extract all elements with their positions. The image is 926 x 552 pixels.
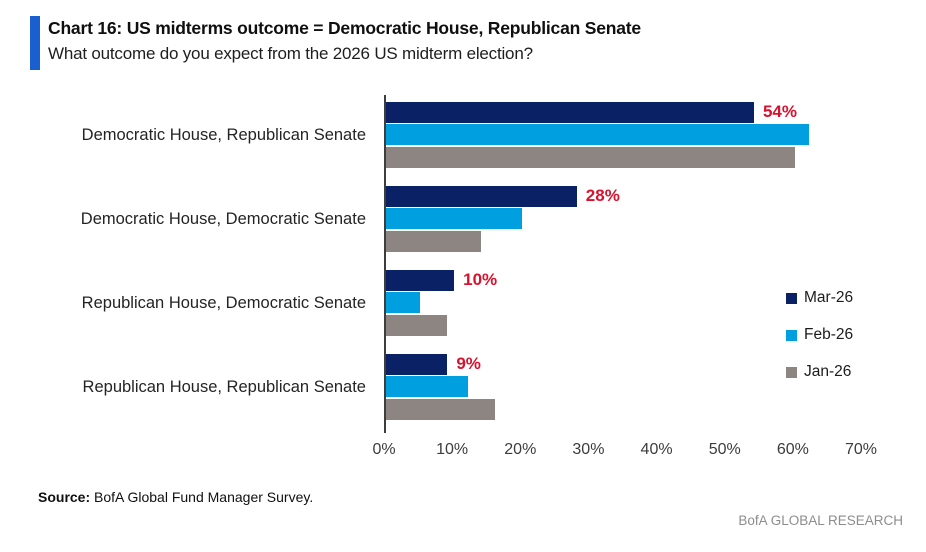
- source-label: Source:: [38, 489, 91, 505]
- x-tick-50: 50%: [708, 441, 741, 458]
- bar-mar-26-group-2: [386, 270, 455, 291]
- x-tick-10: 10%: [436, 441, 469, 458]
- bar-jan-26-group-2: [386, 315, 448, 336]
- title-accent-bar: [30, 16, 40, 70]
- data-label-2: 10%: [463, 270, 498, 289]
- bar-jan-26-group-0: [386, 147, 795, 168]
- chart-subtitle: What outcome do you expect from the 2026…: [48, 44, 533, 63]
- data-label-3: 9%: [456, 354, 481, 373]
- legend: Mar-26 Feb-26 Jan-26: [786, 286, 853, 397]
- chart-title: Chart 16: US midterms outcome = Democrat…: [48, 18, 641, 38]
- brand-mark: BofA GLOBAL RESEARCH: [738, 513, 903, 528]
- source-text: BofA Global Fund Manager Survey.: [90, 489, 314, 505]
- legend-swatch-feb-26: [786, 329, 797, 341]
- legend-label-mar-26: Mar-26: [804, 289, 854, 306]
- bar-feb-26-group-2: [386, 292, 421, 313]
- bar-jan-26-group-3: [386, 399, 495, 420]
- x-tick-60: 60%: [776, 441, 809, 458]
- legend-swatch-jan-26: [786, 366, 797, 378]
- bar-feb-26-group-0: [386, 124, 809, 145]
- bar-feb-26-group-1: [386, 208, 523, 229]
- legend-item-mar-26: Mar-26: [786, 286, 853, 310]
- x-tick-0: 0%: [372, 441, 396, 458]
- x-tick-40: 40%: [640, 441, 673, 458]
- bar-mar-26-group-3: [386, 354, 448, 375]
- legend-swatch-mar-26: [786, 292, 797, 304]
- data-label-1: 28%: [585, 186, 620, 205]
- category-label-0: Democratic House, Republican Senate: [81, 126, 366, 144]
- bar-mar-26-group-1: [386, 186, 577, 207]
- category-label-2: Republican House, Democratic Senate: [81, 294, 366, 312]
- x-tick-30: 30%: [572, 441, 605, 458]
- bar-feb-26-group-3: [386, 376, 468, 397]
- category-label-3: Republican House, Republican Senate: [82, 378, 366, 396]
- legend-item-feb-26: Feb-26: [786, 323, 853, 347]
- data-label-0: 54%: [762, 102, 797, 121]
- x-tick-70: 70%: [844, 441, 878, 458]
- plot-area: 54% 28% 10% 9%: [384, 95, 863, 433]
- x-axis-ticks: 0% 10% 20% 30% 40% 50% 60% 70%: [372, 441, 877, 463]
- bar-jan-26-group-1: [386, 231, 482, 252]
- x-tick-20: 20%: [504, 441, 537, 458]
- legend-label-jan-26: Jan-26: [804, 363, 852, 380]
- source-note: Source: BofA Global Fund Manager Survey.: [38, 489, 313, 505]
- legend-item-jan-26: Jan-26: [786, 360, 853, 384]
- category-label-1: Democratic House, Democratic Senate: [80, 210, 366, 228]
- legend-label-feb-26: Feb-26: [804, 326, 854, 343]
- bar-mar-26-group-0: [386, 102, 754, 123]
